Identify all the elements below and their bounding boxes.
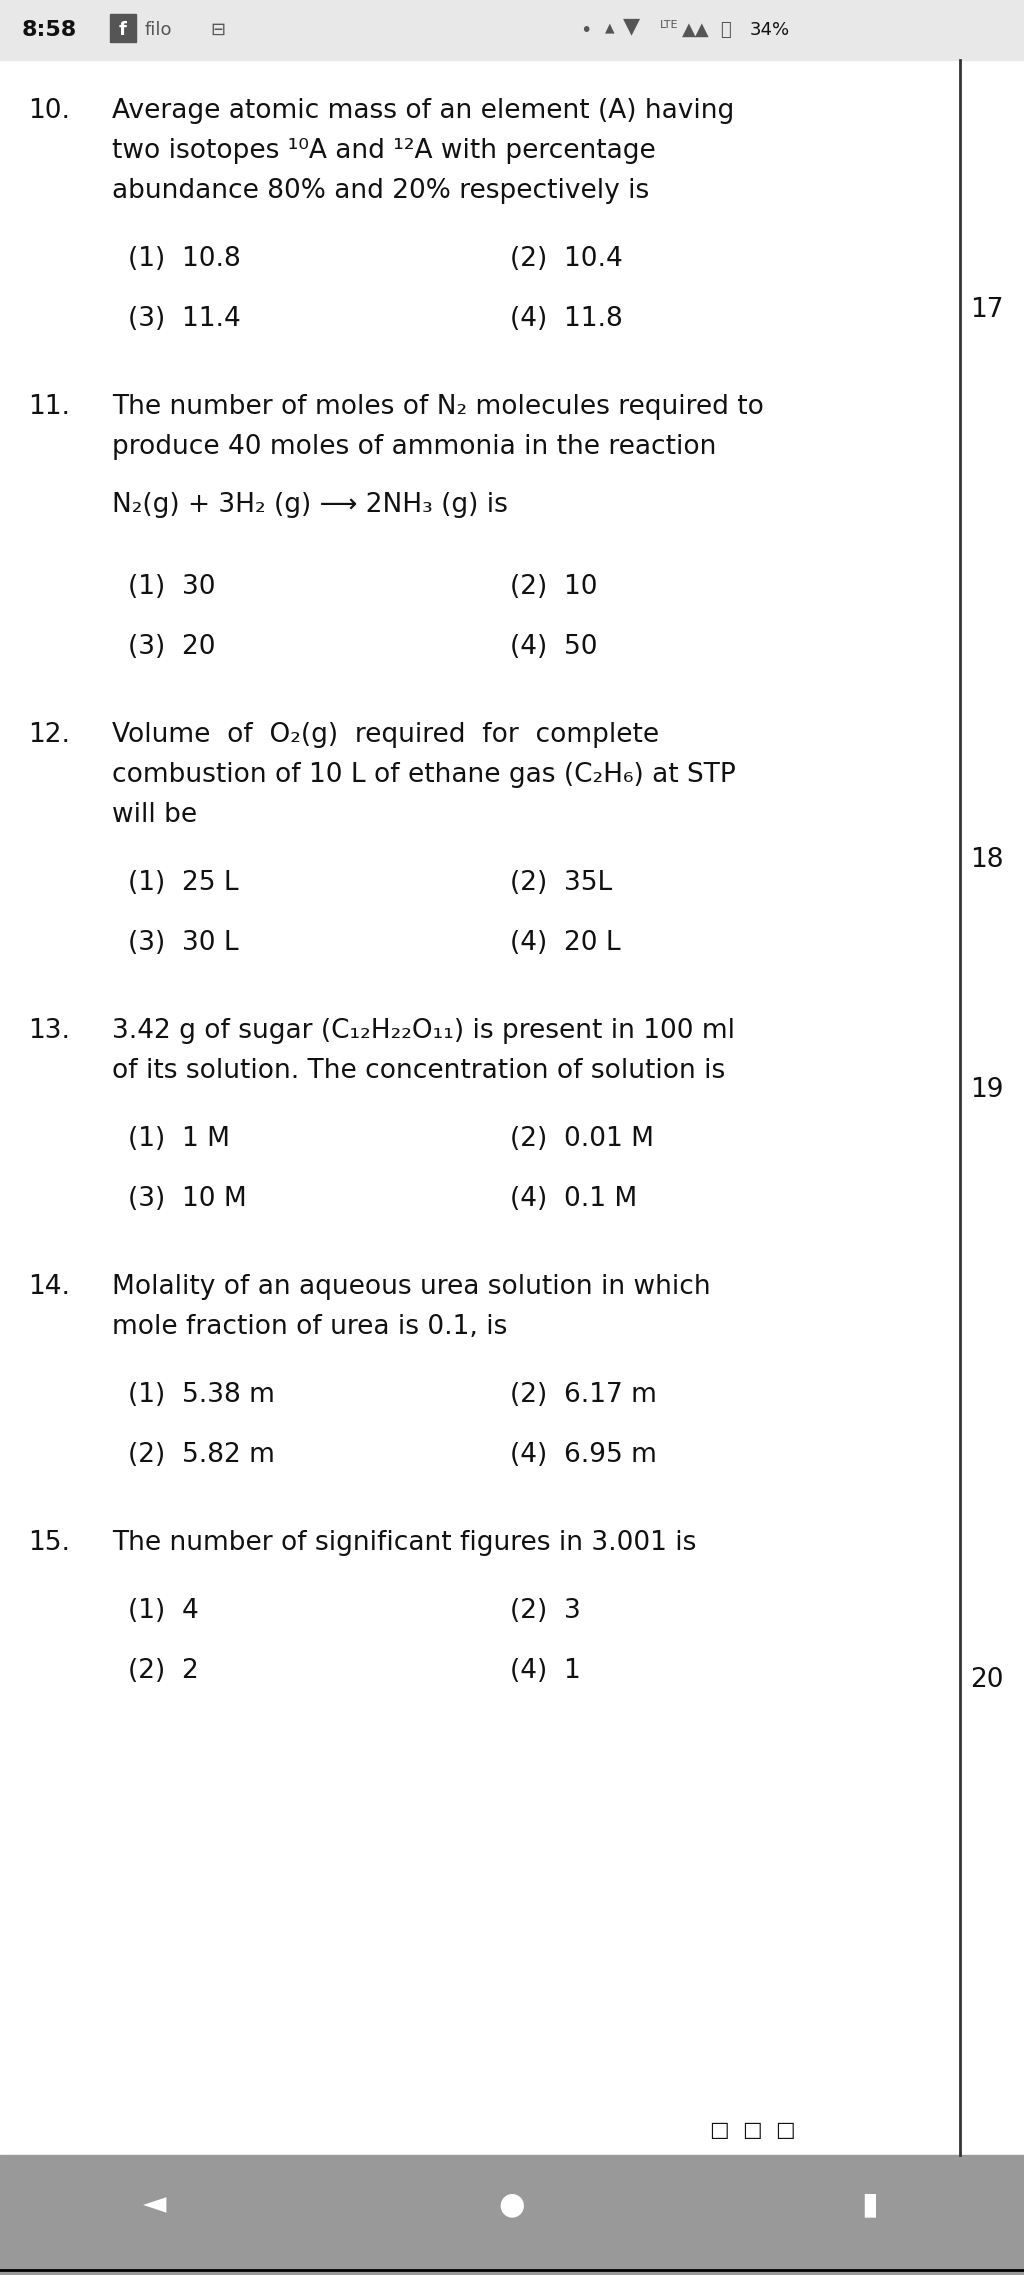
Text: 3.42 g of sugar (C₁₂H₂₂O₁₁) is present in 100 ml: 3.42 g of sugar (C₁₂H₂₂O₁₁) is present i…: [112, 1017, 735, 1044]
Text: (2)  10: (2) 10: [510, 573, 597, 601]
Text: 8:58: 8:58: [22, 20, 77, 41]
Text: 17: 17: [970, 298, 1004, 323]
Text: ▲: ▲: [605, 20, 614, 34]
Bar: [0, 2154, 1024, 2275]
Text: 19: 19: [970, 1076, 1004, 1103]
Text: Average atomic mass of an element (A) having: Average atomic mass of an element (A) ha…: [112, 98, 734, 125]
Text: (2)  6.17 m: (2) 6.17 m: [510, 1381, 656, 1408]
Text: (4)  50: (4) 50: [510, 635, 597, 660]
Text: LTE: LTE: [660, 20, 679, 30]
Text: (3)  30 L: (3) 30 L: [128, 930, 239, 955]
Text: The number of significant figures in 3.001 is: The number of significant figures in 3.0…: [112, 1531, 696, 1556]
Text: (2)  0.01 M: (2) 0.01 M: [510, 1126, 654, 1151]
Text: □  □  □: □ □ □: [710, 2120, 796, 2141]
Text: 18: 18: [970, 846, 1004, 874]
Text: (3)  10 M: (3) 10 M: [128, 1185, 247, 1213]
Text: mole fraction of urea is 0.1, is: mole fraction of urea is 0.1, is: [112, 1315, 507, 1340]
Text: (4)  20 L: (4) 20 L: [510, 930, 621, 955]
Text: (2)  10.4: (2) 10.4: [510, 246, 623, 273]
Bar: [110, 14, 136, 41]
Text: produce 40 moles of ammonia in the reaction: produce 40 moles of ammonia in the react…: [112, 435, 717, 460]
Text: 13.: 13.: [28, 1017, 70, 1044]
Text: filo: filo: [145, 20, 172, 39]
Text: 15.: 15.: [28, 1531, 70, 1556]
Text: 14.: 14.: [28, 1274, 70, 1299]
Text: (2)  5.82 m: (2) 5.82 m: [128, 1442, 274, 1467]
Text: (1)  5.38 m: (1) 5.38 m: [128, 1381, 274, 1408]
Text: (4)  6.95 m: (4) 6.95 m: [510, 1442, 656, 1467]
Text: 12.: 12.: [28, 721, 70, 748]
Text: (1)  10.8: (1) 10.8: [128, 246, 241, 273]
Text: 34%: 34%: [750, 20, 791, 39]
Text: (1)  4: (1) 4: [128, 1597, 199, 1624]
Text: (2)  35L: (2) 35L: [510, 869, 612, 896]
Text: ▲▲: ▲▲: [682, 20, 710, 39]
Text: (2)  2: (2) 2: [128, 1658, 199, 1684]
Text: (1)  30: (1) 30: [128, 573, 215, 601]
Text: of its solution. The concentration of solution is: of its solution. The concentration of so…: [112, 1058, 725, 1083]
Text: Molality of an aqueous urea solution in which: Molality of an aqueous urea solution in …: [112, 1274, 711, 1299]
Bar: [0, 0, 1024, 59]
Text: ▼: ▼: [623, 16, 640, 36]
Text: two isotopes ¹⁰A and ¹²A with percentage: two isotopes ¹⁰A and ¹²A with percentage: [112, 139, 655, 164]
Text: (2)  3: (2) 3: [510, 1597, 581, 1624]
Text: The number of moles of N₂ molecules required to: The number of moles of N₂ molecules requ…: [112, 394, 764, 421]
Text: 🔋: 🔋: [720, 20, 731, 39]
Text: Volume  of  O₂(g)  required  for  complete: Volume of O₂(g) required for complete: [112, 721, 659, 748]
Text: 11.: 11.: [28, 394, 70, 421]
Text: ▮: ▮: [861, 2191, 879, 2220]
Text: (3)  11.4: (3) 11.4: [128, 307, 241, 332]
Text: combustion of 10 L of ethane gas (C₂H₆) at STP: combustion of 10 L of ethane gas (C₂H₆) …: [112, 762, 736, 787]
Text: 10.: 10.: [28, 98, 70, 125]
Text: (3)  20: (3) 20: [128, 635, 215, 660]
Text: (4)  0.1 M: (4) 0.1 M: [510, 1185, 637, 1213]
Text: (4)  11.8: (4) 11.8: [510, 307, 623, 332]
Text: ◄: ◄: [143, 2191, 167, 2220]
Text: (4)  1: (4) 1: [510, 1658, 581, 1684]
Text: N₂(g) + 3H₂ (g) ⟶ 2NH₃ (g) is: N₂(g) + 3H₂ (g) ⟶ 2NH₃ (g) is: [112, 491, 508, 519]
Text: ⊟: ⊟: [210, 20, 225, 39]
Text: abundance 80% and 20% respectively is: abundance 80% and 20% respectively is: [112, 177, 649, 205]
Text: 20: 20: [970, 1668, 1004, 1693]
Text: (1)  25 L: (1) 25 L: [128, 869, 239, 896]
Text: (1)  1 M: (1) 1 M: [128, 1126, 230, 1151]
Text: will be: will be: [112, 803, 198, 828]
Text: ●: ●: [499, 2191, 525, 2220]
Text: f: f: [119, 20, 127, 39]
Text: •: •: [580, 20, 592, 39]
